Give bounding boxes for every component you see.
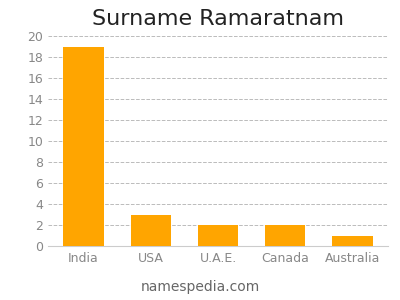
Bar [64, 46, 104, 246]
Title: Surname Ramaratnam: Surname Ramaratnam [92, 9, 344, 29]
Text: namespedia.com: namespedia.com [140, 280, 260, 294]
Bar [265, 225, 305, 246]
Bar [131, 214, 171, 246]
Bar [332, 236, 372, 246]
Bar [198, 225, 238, 246]
